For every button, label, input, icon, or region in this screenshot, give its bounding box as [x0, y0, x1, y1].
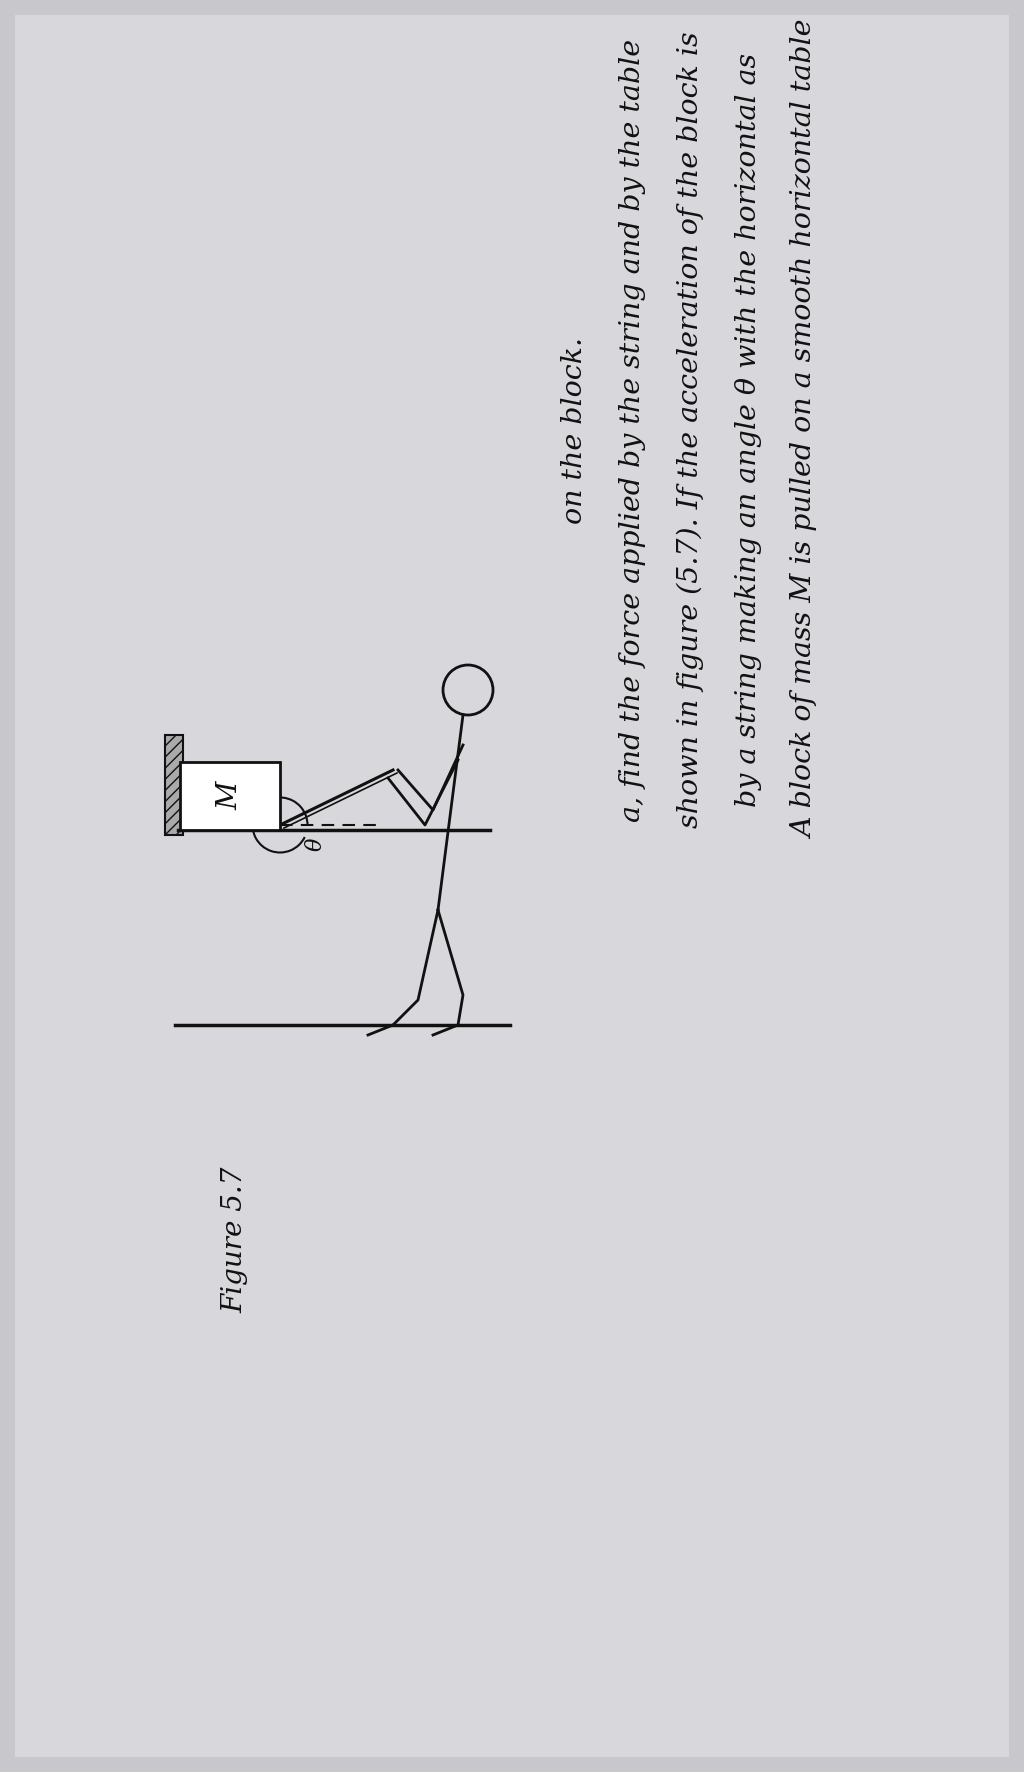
Text: a, find the force applied by the string and by the table: a, find the force applied by the string …: [618, 39, 645, 822]
Text: by a string making an angle θ with the horizontal as: by a string making an angle θ with the h…: [734, 53, 762, 806]
Bar: [165, 735, 183, 835]
Text: θ: θ: [305, 838, 327, 851]
Bar: [180, 762, 280, 829]
Text: shown in figure (5.7). If the acceleration of the block is: shown in figure (5.7). If the accelerati…: [676, 32, 703, 828]
Text: M: M: [216, 781, 244, 810]
Text: on the block.: on the block.: [560, 337, 588, 523]
Text: Figure 5.7: Figure 5.7: [221, 1166, 249, 1313]
Text: A block of mass M is pulled on a smooth horizontal table: A block of mass M is pulled on a smooth …: [793, 21, 819, 840]
